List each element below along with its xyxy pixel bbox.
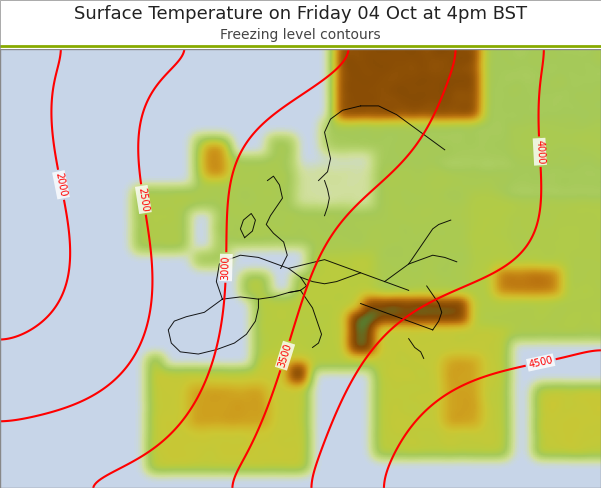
Text: 2000: 2000: [53, 172, 69, 198]
Text: Freezing level contours: Freezing level contours: [220, 28, 381, 42]
Text: 3500: 3500: [276, 343, 293, 369]
Text: Surface Temperature on Friday 04 Oct at 4pm BST: Surface Temperature on Friday 04 Oct at …: [74, 5, 527, 22]
Text: 4500: 4500: [528, 355, 554, 370]
Text: 2500: 2500: [136, 186, 150, 212]
Text: 3000: 3000: [221, 255, 231, 280]
Text: 4000: 4000: [534, 139, 546, 164]
